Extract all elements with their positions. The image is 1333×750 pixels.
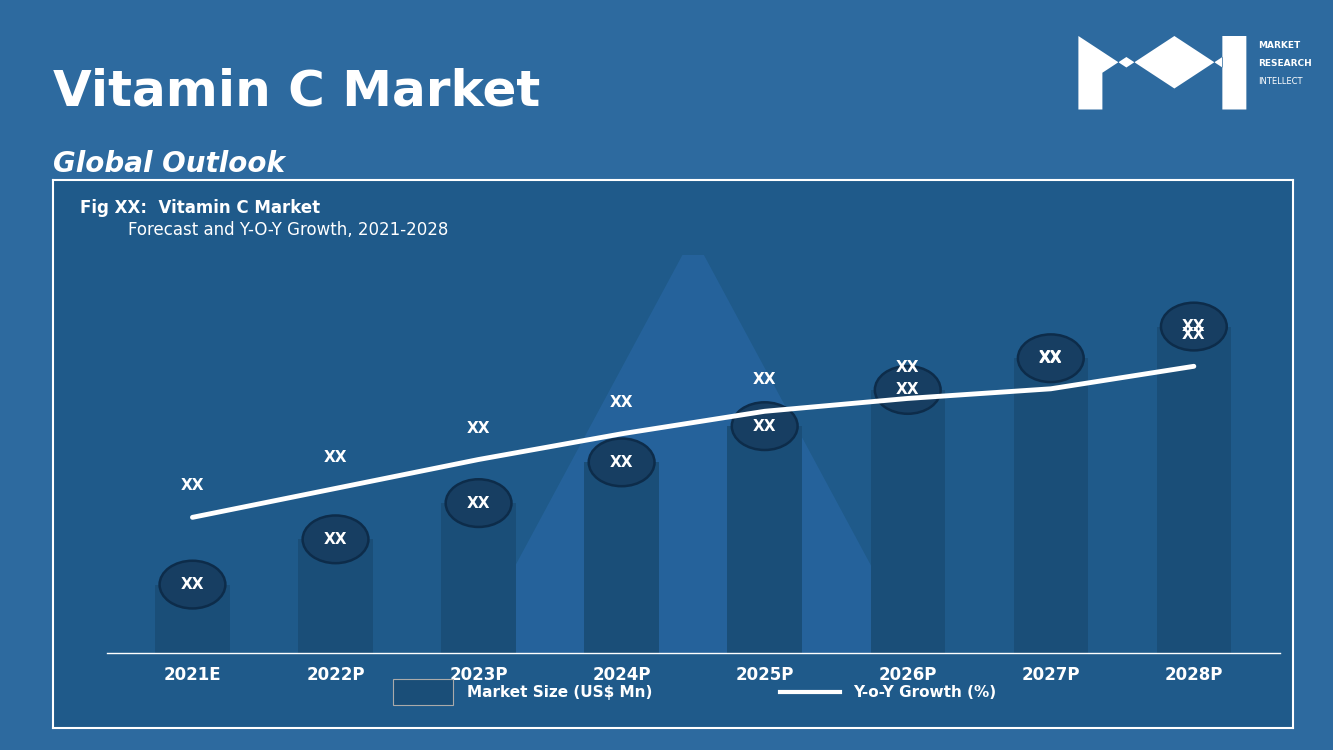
Bar [728,426,802,652]
Ellipse shape [589,439,655,486]
Text: Y-o-Y Growth (%): Y-o-Y Growth (%) [853,685,996,700]
Bar [155,584,229,652]
Text: Vitamin C Market: Vitamin C Market [53,68,541,116]
Ellipse shape [732,402,797,450]
Ellipse shape [1161,303,1226,350]
Text: XX: XX [1038,351,1062,366]
Bar [584,462,659,652]
Text: XX: XX [611,395,633,410]
Text: Global Outlook: Global Outlook [53,150,285,178]
Text: MARKET: MARKET [1258,41,1301,50]
Text: RESEARCH: RESEARCH [1258,59,1312,68]
Text: Fig XX:  Vitamin C Market: Fig XX: Vitamin C Market [80,199,320,217]
Text: XX: XX [324,532,348,547]
Text: XX: XX [467,496,491,511]
Text: XX: XX [1038,350,1062,365]
Ellipse shape [874,366,941,414]
Text: XX: XX [467,421,491,436]
Bar [299,539,373,652]
Text: XX: XX [611,454,633,470]
Polygon shape [1078,36,1246,109]
Ellipse shape [303,515,368,563]
Ellipse shape [1018,334,1084,382]
Text: XX: XX [1182,328,1205,343]
Bar [870,390,945,652]
Text: XX: XX [753,373,776,388]
Ellipse shape [160,561,225,608]
Text: XX: XX [1182,319,1205,334]
Text: INTELLECT: INTELLECT [1258,77,1302,86]
Polygon shape [464,236,922,661]
Text: XX: XX [896,382,920,398]
Bar [441,503,516,652]
Bar [1157,326,1232,652]
Text: Market Size (US$ Mn): Market Size (US$ Mn) [467,685,652,700]
Text: XX: XX [181,478,204,494]
Text: XX: XX [896,359,920,374]
Text: XX: XX [753,419,776,434]
Bar [1013,358,1088,652]
Text: XX: XX [181,577,204,592]
Text: XX: XX [324,449,348,464]
Ellipse shape [445,479,512,527]
Text: Forecast and Y-O-Y Growth, 2021-2028: Forecast and Y-O-Y Growth, 2021-2028 [107,221,448,239]
